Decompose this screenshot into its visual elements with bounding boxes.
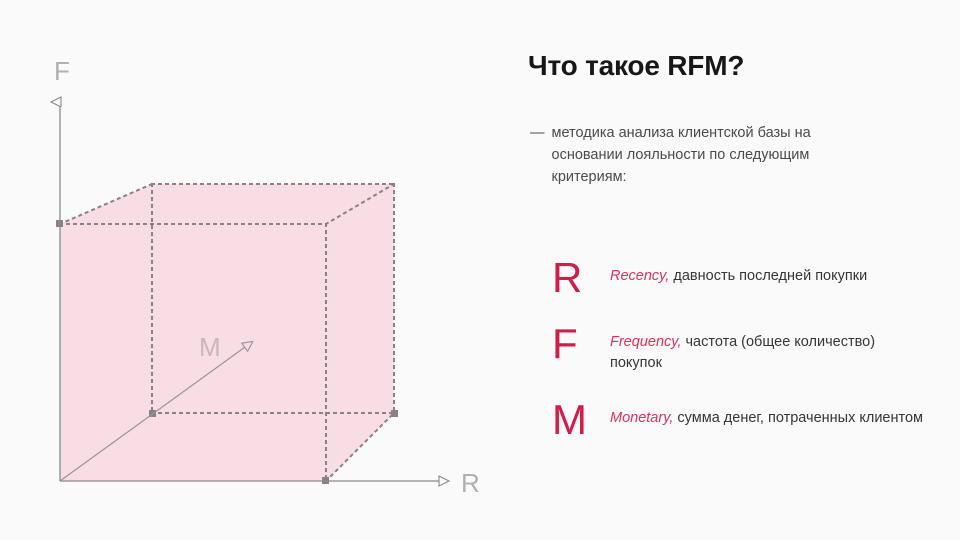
- rfm-item-monetary: M Monetary, сумма денег, потраченных кли…: [552, 396, 924, 443]
- rfm-letter-r: R: [552, 254, 583, 301]
- axis-label-r: R: [461, 468, 480, 498]
- rfm-item-recency: R Recency, давность последней покупки: [552, 254, 924, 301]
- cube-edges: [58, 182, 396, 483]
- intro-paragraph: — методика анализа клиентской базы на ос…: [530, 122, 882, 188]
- axis-m: [59, 342, 252, 482]
- vertex-back-bottom-right: [391, 410, 398, 417]
- content-panel: Что такое RFM? — методика анализа клиент…: [528, 0, 928, 540]
- page-title: Что такое RFM?: [528, 50, 745, 81]
- intro-text: методика анализа клиентской базы на осно…: [551, 125, 811, 185]
- rfm-term-monetary: Monetary,: [610, 410, 674, 426]
- rfm-text-monetary: сумма денег, потраченных клиентом: [673, 410, 924, 426]
- rfm-term-frequency: Frequency,: [610, 334, 682, 350]
- rfm-description-monetary: Monetary, сумма денег, потраченных клиен…: [610, 400, 924, 429]
- rfm-text-frequency: частота (общее количество) покупок: [610, 334, 876, 371]
- rfm-criteria-list: R Recency, давность последней покупки F …: [552, 254, 924, 466]
- rfm-term-recency: Recency,: [610, 268, 670, 284]
- rfm-description-recency: Recency, давность последней покупки: [610, 258, 924, 287]
- axis-label-m: M: [199, 332, 221, 362]
- intro-dash: —: [530, 125, 545, 141]
- rfm-item-frequency: F Frequency, частота (общее количество) …: [552, 320, 924, 374]
- axis-label-f: F: [54, 56, 70, 86]
- rfm-letter-m: M: [552, 396, 587, 443]
- rfm-letter-f: F: [552, 320, 578, 367]
- cube-svg: F R M: [0, 56, 480, 498]
- rfm-description-frequency: Frequency, частота (общее количество) по…: [610, 324, 924, 374]
- rfm-cube-diagram: F R M: [0, 56, 480, 498]
- cube-fill: [60, 184, 394, 481]
- rfm-text-recency: давность последней покупки: [669, 268, 868, 284]
